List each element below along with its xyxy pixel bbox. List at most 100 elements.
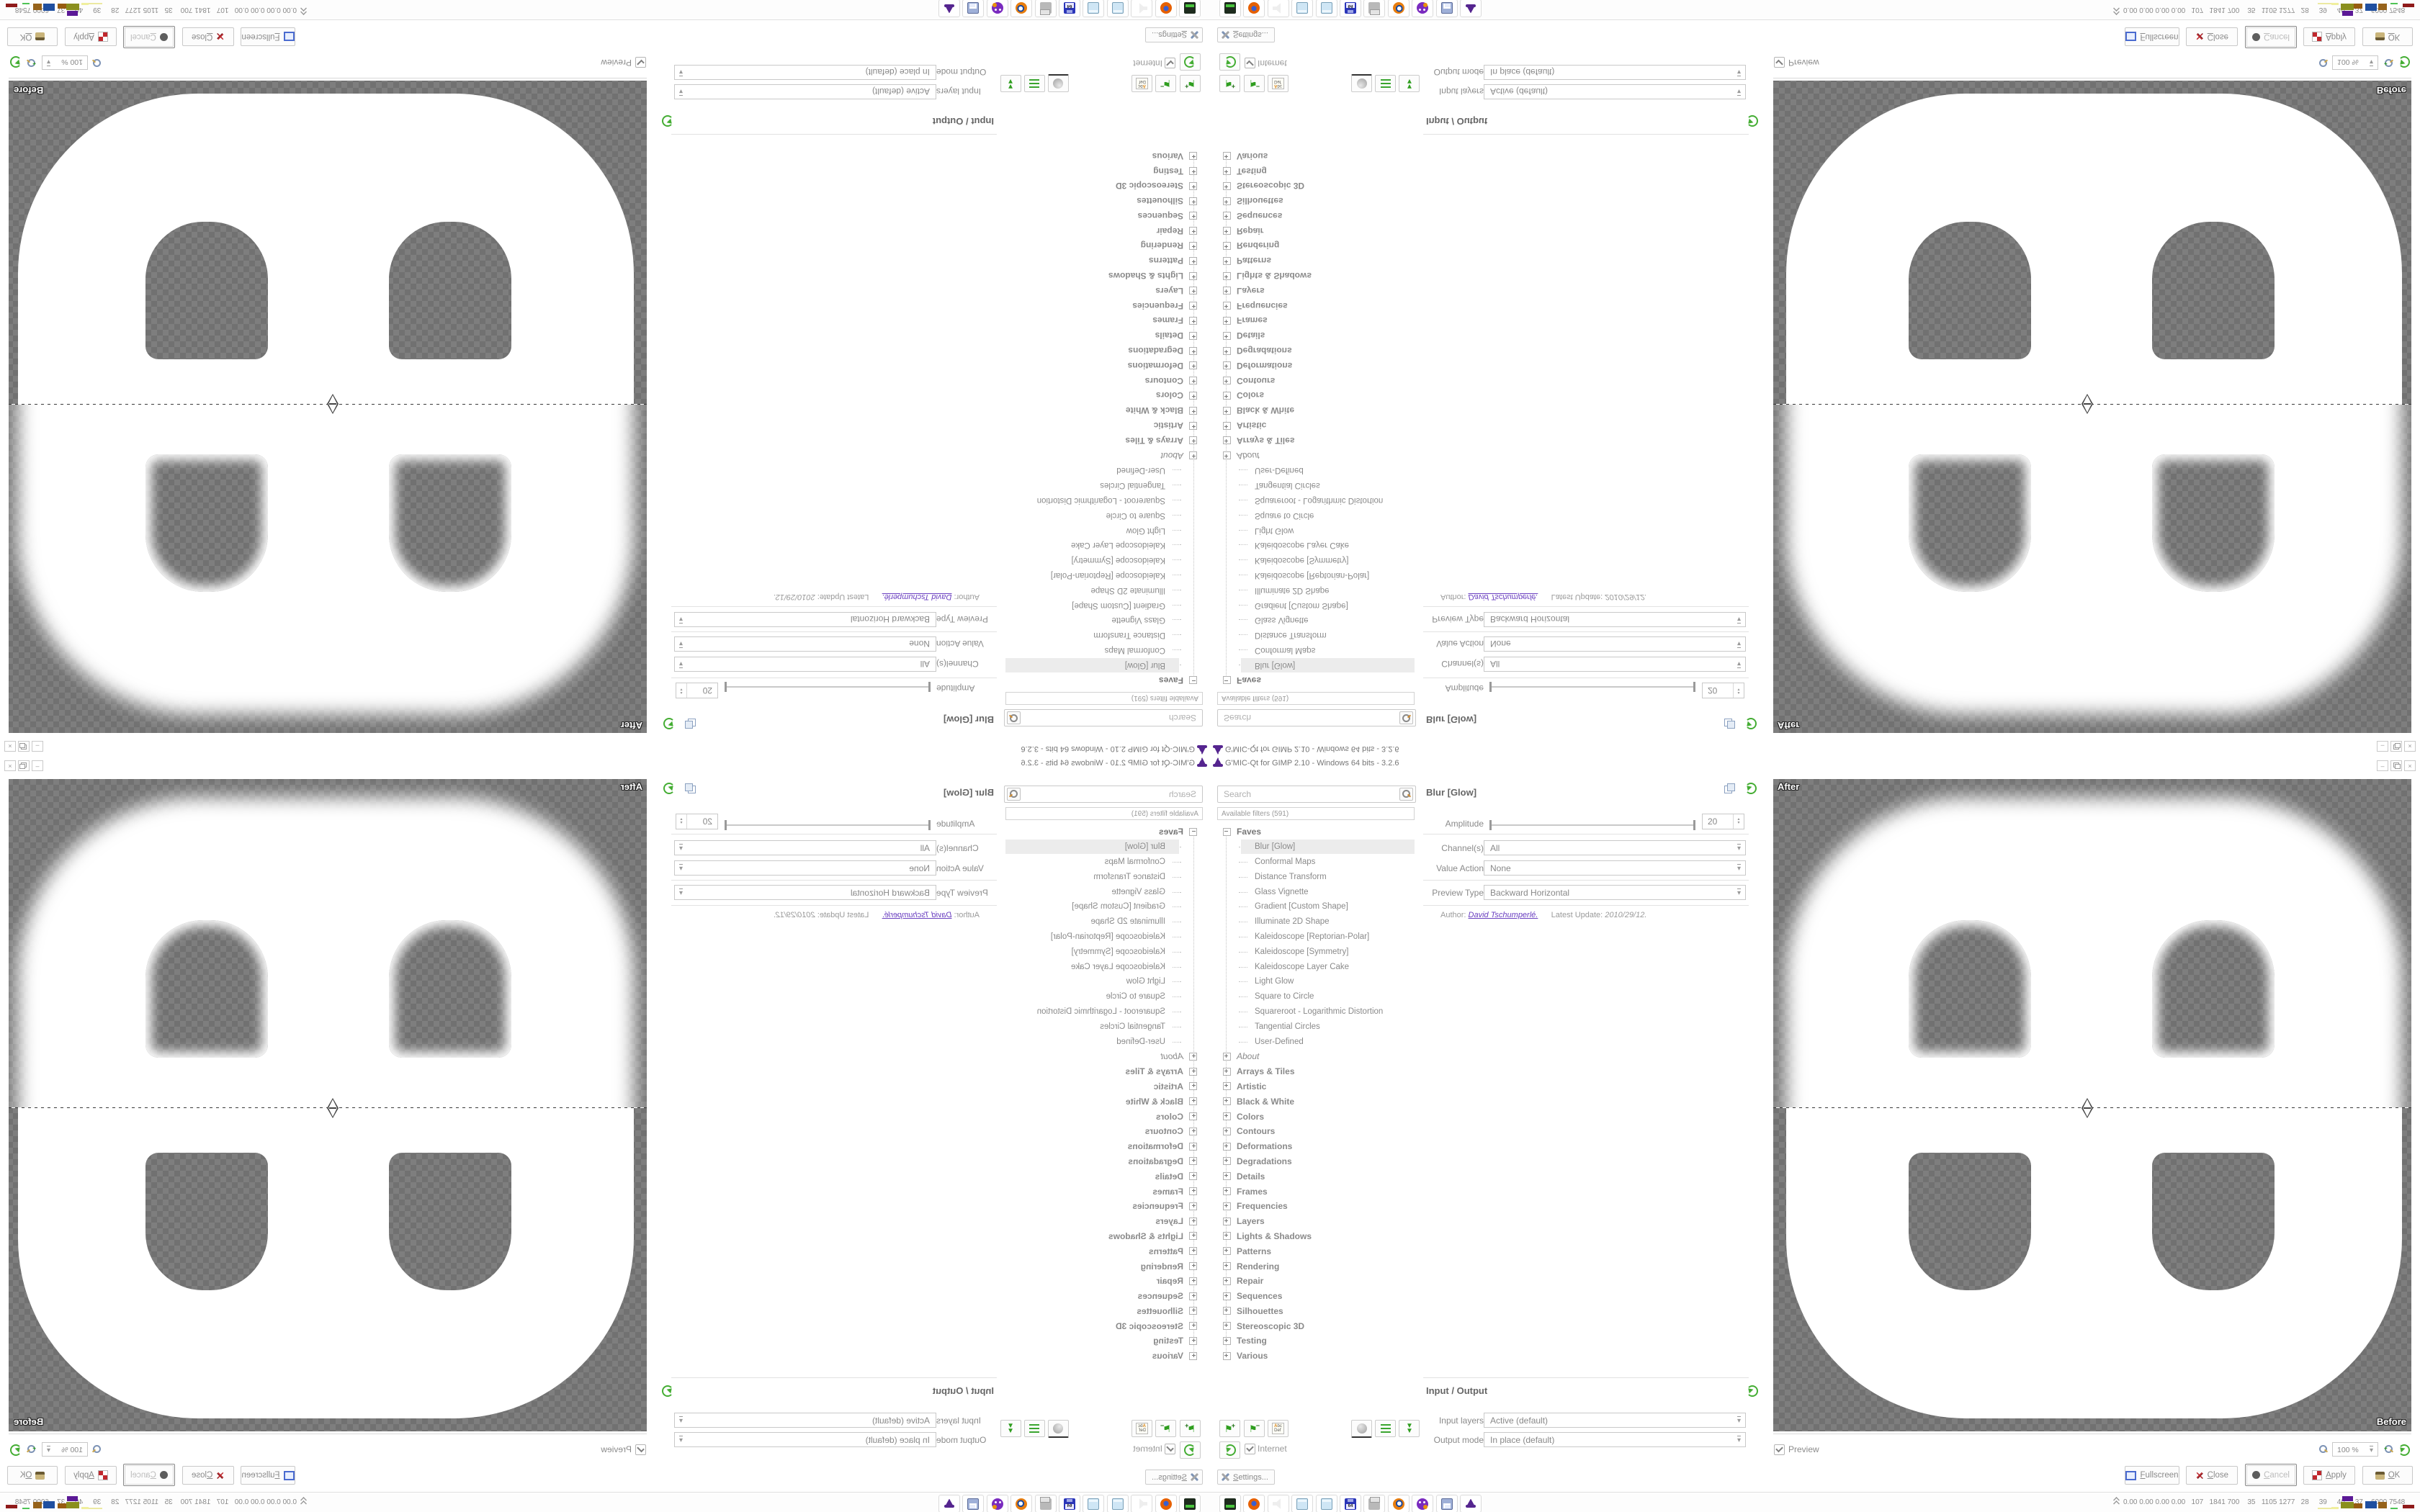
filter-tree-item[interactable]: Distance Transform [1217, 869, 1415, 884]
expand-icon[interactable] [1223, 421, 1231, 430]
preview-checkbox[interactable] [1774, 1444, 1785, 1455]
filter-tree-item[interactable]: User-Defined [1005, 1034, 1203, 1049]
preview-type-combo[interactable]: Backward Horizontal ▾ [1484, 612, 1746, 627]
taskbar-icon-notepad[interactable] [1083, 0, 1105, 17]
expand-icon[interactable] [1223, 197, 1231, 205]
expand-icon[interactable] [1223, 316, 1231, 325]
channels-combo[interactable]: All ▾ [674, 840, 936, 855]
expand-icon[interactable] [1189, 436, 1197, 445]
expand-icon[interactable] [1189, 271, 1197, 280]
filter-tree-item[interactable]: Gradient [Custom Shape] [1217, 598, 1415, 613]
taskbar-icon-system[interactable] [1219, 1495, 1241, 1512]
filter-tree-item[interactable]: Light Glow [1005, 974, 1203, 989]
expand-icon[interactable] [1189, 302, 1197, 310]
filter-tree-item[interactable]: Squareroot - Logarithmic Distortion [1217, 1004, 1415, 1020]
search-icon[interactable] [1007, 788, 1021, 801]
zoom-in-icon[interactable]: + [2383, 1444, 2397, 1457]
filter-category[interactable]: Silhouettes [1005, 194, 1203, 209]
refresh-preview-icon[interactable] [10, 1444, 22, 1456]
filter-category[interactable]: Artistic [1217, 418, 1415, 433]
filter-tree-item[interactable]: Kaleidoscope [Symmetry] [1217, 944, 1415, 959]
expand-icon[interactable] [1189, 1351, 1197, 1360]
taskbar-icon-blender[interactable] [1010, 1495, 1033, 1512]
close-button[interactable]: ✕ Close [2186, 27, 2238, 46]
expand-icon[interactable] [1189, 1307, 1197, 1315]
filter-category[interactable]: Degradations [1005, 343, 1203, 359]
expand-icon[interactable] [1189, 346, 1197, 355]
add-fave-button[interactable]: ⚑ + [1219, 75, 1240, 92]
expand-collapse-icon[interactable]: ▼ ▼ [1000, 75, 1021, 92]
taskbar-icon-calc[interactable] [1435, 1495, 1458, 1512]
spinner-arrows-icon[interactable]: ▴ ▾ [676, 683, 687, 698]
taskbar-icon-gmic[interactable] [1460, 0, 1482, 17]
value-action-combo[interactable]: None ▾ [1484, 636, 1746, 652]
copy-command-icon[interactable] [1724, 783, 1736, 794]
taskbar-icon-calc[interactable] [962, 1495, 985, 1512]
expand-icon[interactable] [1189, 1277, 1197, 1285]
settings-button[interactable]: Settings... [1217, 1470, 1275, 1485]
taskbar-icon-notepad[interactable] [1106, 1495, 1129, 1512]
filter-category[interactable]: Frames [1005, 1184, 1203, 1199]
filter-category[interactable]: Details [1005, 328, 1203, 343]
expand-icon[interactable] [1189, 181, 1197, 190]
preview-type-combo[interactable]: Backward Horizontal ▾ [1484, 885, 1746, 900]
filter-tree-item[interactable]: Blur [Glow] [1005, 839, 1203, 855]
minimize-icon[interactable]: – [32, 741, 43, 752]
taskbar-icon-gmic[interactable] [938, 0, 960, 17]
tray-expander-icon[interactable] [2112, 1497, 2120, 1507]
value-action-combo[interactable]: None ▾ [674, 860, 936, 876]
expand-icon[interactable] [1189, 406, 1197, 415]
expand-icon[interactable] [1189, 1187, 1197, 1196]
filter-tree-item[interactable]: Square to Circle [1217, 508, 1415, 523]
zoom-out-icon[interactable] [89, 1444, 103, 1457]
filter-category[interactable]: Sequences [1005, 1289, 1203, 1304]
filter-tree-item[interactable]: Squareroot - Logarithmic Distortion [1005, 493, 1203, 508]
filter-category[interactable]: Layers [1217, 1214, 1415, 1229]
expand-icon[interactable] [1223, 1142, 1231, 1151]
filter-tree-item[interactable]: Kaleidoscope Layer Cake [1217, 959, 1415, 974]
taskbar-icon-floppy[interactable]: 64 [1059, 0, 1080, 17]
filter-category[interactable]: Artistic [1005, 418, 1203, 433]
taskbar-icon-muted[interactable] [1131, 0, 1153, 17]
expand-collapse-icon[interactable]: ▼ ▼ [1399, 75, 1420, 92]
filter-tree-item[interactable]: Illuminate 2D Shape [1217, 914, 1415, 930]
taskbar-icon-notepad[interactable] [1106, 0, 1129, 17]
taskbar-icon-mascot[interactable] [1412, 1495, 1434, 1512]
expand-icon[interactable] [1189, 421, 1197, 430]
expand-icon[interactable] [1223, 1336, 1231, 1345]
filter-tree-item[interactable]: Gradient [Custom Shape] [1217, 899, 1415, 914]
taskbar-icon-floppy[interactable]: 64 [1340, 0, 1361, 17]
preview-type-combo[interactable]: Backward Horizontal ▾ [674, 885, 936, 900]
zoom-out-icon[interactable] [89, 55, 103, 68]
search-icon[interactable] [1007, 711, 1021, 724]
refresh-preview-icon[interactable] [2398, 1444, 2410, 1456]
filter-category[interactable]: Degradations [1005, 1154, 1203, 1169]
expand-icon[interactable] [1223, 377, 1231, 385]
close-window-icon[interactable]: × [2404, 741, 2416, 752]
filter-category[interactable]: Degradations [1217, 1154, 1415, 1169]
expand-icon[interactable] [1189, 1336, 1197, 1345]
taskbar-icon-muted[interactable] [1131, 1495, 1153, 1512]
zoom-level-combo[interactable]: 100 % ▾ [2332, 55, 2378, 70]
close-window-icon[interactable]: × [4, 760, 16, 771]
ok-button[interactable]: OK [2362, 1466, 2413, 1485]
channels-combo[interactable]: All ▾ [1484, 840, 1746, 855]
filter-category[interactable]: Colors [1217, 388, 1415, 403]
refresh-preview-icon[interactable] [10, 56, 22, 68]
filter-category[interactable]: Frequencies [1217, 298, 1415, 313]
filter-category[interactable]: Faves [1217, 824, 1415, 840]
filter-tree-item[interactable]: User-Defined [1217, 463, 1415, 478]
filter-category[interactable]: About [1217, 1049, 1415, 1064]
filter-tree-item[interactable]: Light Glow [1217, 523, 1415, 538]
taskbar-icon-muted[interactable] [1267, 0, 1289, 17]
expand-icon[interactable] [1189, 1127, 1197, 1135]
cancel-button[interactable]: Cancel [123, 1464, 175, 1486]
filter-category[interactable]: Lights & Shadows [1005, 1229, 1203, 1244]
filter-tree-item[interactable]: Kaleidoscope [Symmetry] [1005, 553, 1203, 568]
expand-icon[interactable] [1189, 1052, 1197, 1061]
filter-tree-item[interactable]: Conformal Maps [1005, 855, 1203, 870]
cancel-button[interactable]: Cancel [2245, 26, 2297, 48]
expand-icon[interactable] [1223, 242, 1231, 250]
expand-collapse-icon[interactable]: ▼ ▼ [1399, 1420, 1420, 1437]
input-layers-combo[interactable]: Active (default) ▾ [674, 1413, 936, 1428]
